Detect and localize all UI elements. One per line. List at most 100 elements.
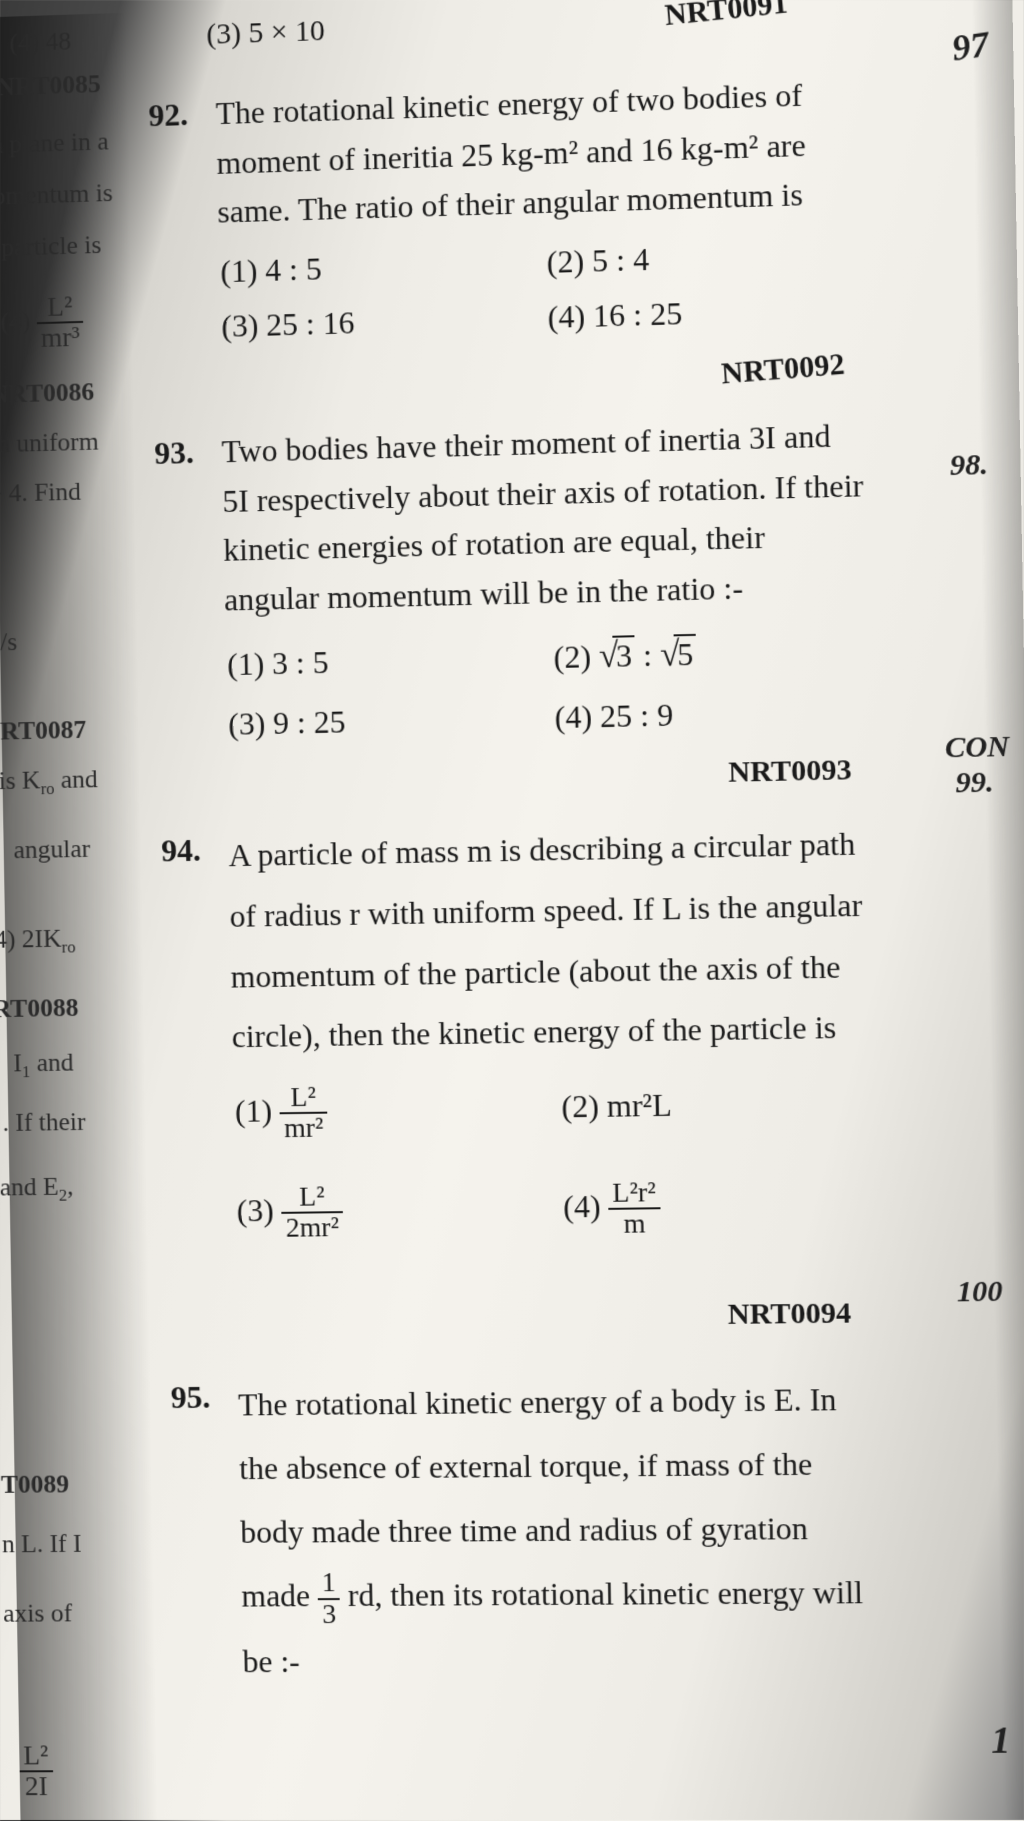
frag-k: is K bbox=[0, 765, 41, 795]
frac-num2: L² bbox=[19, 1741, 52, 1772]
main-column: (3) 5 × 10 NRT0091 97 92. The rotational… bbox=[147, 0, 1020, 1821]
frag-s: /s bbox=[0, 621, 18, 663]
code-nrt0091: NRT0091 bbox=[663, 0, 789, 33]
q92-opts-row2: (3) 25 : 16 (4) 16 : 25 bbox=[221, 295, 683, 345]
frac-o1: L² mr² bbox=[279, 1083, 327, 1144]
o4-num: L²r² bbox=[608, 1178, 660, 1210]
page-97: 97 bbox=[950, 23, 991, 70]
q94-opts-row1: (1) L² mr² (2) mr²L bbox=[235, 1078, 673, 1145]
q94-l2: of radius r with uniform speed. If L is … bbox=[229, 887, 862, 934]
sqrt5-rad: 5 bbox=[674, 634, 697, 673]
q93-o4: (4) 25 : 9 bbox=[554, 697, 673, 737]
q92: 92. The rotational kinetic energy of two… bbox=[148, 67, 919, 239]
q93-o3: (3) 9 : 25 bbox=[228, 699, 547, 743]
code-nrt0093: NRT0093 bbox=[728, 753, 852, 790]
q94-o3-pre: (3) bbox=[236, 1192, 282, 1228]
q93-l3: kinetic energies of rotation are equal, … bbox=[223, 519, 765, 568]
q95: 95. The rotational kinetic energy of a b… bbox=[170, 1366, 944, 1693]
margin-100: 100 bbox=[957, 1275, 1003, 1310]
q93-num: 93. bbox=[154, 428, 214, 479]
q92-opts-row1: (1) 4 : 5 (2) 5 : 4 bbox=[220, 241, 649, 290]
o1-num: L² bbox=[279, 1083, 327, 1115]
code-nrt0094: NRT0094 bbox=[727, 1296, 851, 1331]
q92-l2: moment of ineritia 25 kg-m² and 16 kg-m²… bbox=[216, 126, 806, 180]
q95-l3: body made three time and radius of gyrat… bbox=[240, 1510, 808, 1550]
q94-l3: momentum of the particle (about the axis… bbox=[230, 948, 840, 994]
frag-k-post: and bbox=[54, 764, 98, 794]
q92-o3: (3) 25 : 16 bbox=[221, 299, 540, 345]
frag-plane: a plane in a bbox=[0, 121, 109, 166]
q92-o2: (2) 5 : 4 bbox=[546, 241, 649, 281]
frag-2ik-t: (4) 2IK bbox=[0, 924, 62, 954]
frac-num: L² bbox=[36, 292, 83, 324]
q94: 94. A particle of mass m is describing a… bbox=[161, 812, 934, 1068]
q92-l3: same. The ratio of their angular momentu… bbox=[217, 176, 803, 229]
q93: 93. Two bodies have their moment of iner… bbox=[154, 409, 926, 626]
q94-opts-row2: (3) L² 2mr² (4) L²r² m bbox=[236, 1178, 660, 1244]
margin-con: CON bbox=[945, 730, 1010, 766]
q94-o1-pre: (1) bbox=[235, 1092, 280, 1128]
frac-l2-2i: L² 2I bbox=[19, 1741, 53, 1801]
frag-2ik: (4) 2IKro bbox=[0, 918, 76, 962]
f13-den: 3 bbox=[318, 1600, 340, 1629]
q94-o4: (4) L²r² m bbox=[563, 1178, 661, 1240]
frag-k-sub: ro bbox=[40, 779, 54, 798]
q95-l1: The rotational kinetic energy of a body … bbox=[238, 1381, 837, 1422]
q93-body: Two bodies have their moment of inertia … bbox=[221, 409, 925, 625]
q94-l1: A particle of mass m is describing a cir… bbox=[228, 826, 855, 874]
q93-o2-mid: : bbox=[643, 637, 661, 673]
q93-opts-row1: (1) 3 : 5 (2) 3 : 5 bbox=[227, 636, 697, 683]
frag-uniform: ith uniform bbox=[0, 421, 99, 465]
q92-l1: The rotational kinetic energy of two bod… bbox=[215, 77, 802, 131]
q93-o1: (1) 3 : 5 bbox=[227, 639, 546, 683]
frag-nrt0085: NRT0085 bbox=[0, 63, 101, 108]
q92-num: 92. bbox=[148, 90, 208, 141]
q93-opts-row2: (3) 9 : 25 (4) 25 : 9 bbox=[228, 697, 674, 743]
frag-t0089: T0089 bbox=[1, 1464, 70, 1506]
sqrt3-rad: 3 bbox=[613, 635, 636, 674]
frag-axis: axis of bbox=[3, 1593, 73, 1635]
q94-o2: (2) mr²L bbox=[561, 1086, 672, 1125]
page-surface: (4) 48 NRT0085 a plane in a momentum is … bbox=[0, 0, 1024, 1821]
sqrt5: 5 bbox=[660, 636, 697, 674]
q93-o2-pre: (2) bbox=[553, 638, 599, 675]
o3-num: L² bbox=[281, 1182, 343, 1214]
sqrt3: 3 bbox=[599, 637, 636, 675]
frag-particle: e particle is bbox=[0, 224, 102, 269]
q93-l2: 5I respectively about their axis of rota… bbox=[222, 467, 863, 519]
q94-o3: (3) L² 2mr² bbox=[236, 1179, 556, 1244]
frag-angular: angular bbox=[13, 828, 90, 871]
frac-den2: 2I bbox=[20, 1773, 53, 1802]
q94-o4-pre: (4) bbox=[563, 1188, 609, 1225]
frac-o3: L² 2mr² bbox=[281, 1182, 343, 1243]
q92-o1: (1) 4 : 5 bbox=[220, 244, 539, 290]
q94-o1: (1) L² mr² bbox=[235, 1079, 554, 1144]
frag-2ik-sub: ro bbox=[62, 938, 76, 957]
frag-i1: I1 and bbox=[13, 1042, 74, 1086]
q95-l2: the absence of external torque, if mass … bbox=[239, 1446, 813, 1486]
frac-den: mr³ bbox=[37, 323, 84, 353]
q95-num: 95. bbox=[170, 1373, 230, 1423]
frag-nrt0086: NRT0086 bbox=[0, 371, 94, 415]
frag-opt4-frac: (4) L² mr³ bbox=[0, 292, 84, 355]
q95-body: The rotational kinetic energy of a body … bbox=[238, 1366, 945, 1693]
o4-den: m bbox=[609, 1210, 661, 1240]
top-opt3: (3) 5 × 10 bbox=[206, 14, 325, 52]
o1-den: mr² bbox=[280, 1114, 328, 1144]
frag-momentum: momentum is bbox=[0, 172, 113, 217]
frag-iftheir: . If their bbox=[2, 1101, 86, 1143]
frag-nrt0087: NRT0087 bbox=[0, 709, 87, 752]
f13-num: 1 bbox=[318, 1568, 340, 1599]
frag-nl: n L. If I bbox=[2, 1523, 82, 1565]
q94-num: 94. bbox=[161, 826, 221, 876]
q95-l4-post: rd, then its rotational kinetic energy w… bbox=[348, 1574, 864, 1613]
o3-den: 2mr² bbox=[282, 1214, 344, 1244]
frag-l2-2i: L² 2I bbox=[19, 1741, 53, 1801]
q95-l5: be :- bbox=[242, 1643, 300, 1679]
frag-opt4-pre: (4) bbox=[0, 307, 30, 337]
frag-i: I bbox=[13, 1048, 22, 1077]
q93-o2: (2) 3 : 5 bbox=[553, 636, 696, 676]
q93-l1: Two bodies have their moment of inertia … bbox=[221, 418, 831, 470]
margin-1: 1 bbox=[991, 1718, 1011, 1762]
q92-o4: (4) 16 : 25 bbox=[547, 295, 682, 336]
